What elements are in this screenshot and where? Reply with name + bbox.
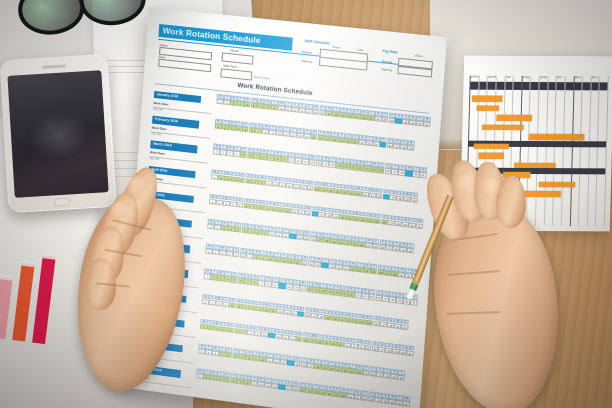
paper-ruled-line — [112, 160, 154, 161]
right-knuckle — [456, 174, 480, 194]
gantt-column-caption: Nov — [574, 74, 581, 80]
gantt-column-header: Oct — [558, 57, 564, 62]
gantt-task-bar — [477, 105, 500, 111]
gantt-column-header: Nov — [575, 57, 582, 62]
left-knuckle — [126, 176, 148, 194]
mini-chart-bar — [12, 262, 35, 342]
left-knuckle — [110, 202, 130, 218]
gantt-gridline — [526, 75, 532, 226]
day-cell-off[interactable]: 31 — [419, 172, 427, 179]
paper-ruled-line — [108, 72, 156, 73]
field-label-starting: Starting — [301, 58, 312, 64]
day-cell-off[interactable]: 31 — [415, 223, 423, 230]
gantt-gridline — [560, 76, 566, 227]
gantt-task-bar — [473, 143, 510, 149]
gantt-column-header: Jan — [506, 57, 513, 62]
mini-chart-bar — [32, 255, 56, 345]
gantt-column-caption: Sept — [539, 74, 547, 80]
mini-bar-chart — [0, 242, 74, 346]
field-label-normal: Normal — [381, 59, 393, 65]
gantt-column-caption: Dec — [591, 75, 598, 80]
day-cell-off[interactable]: 30 — [397, 374, 405, 381]
phone-screen-reflection — [27, 111, 91, 161]
document-sub-title: Work Rotation Schedule — [237, 82, 313, 98]
gantt-gridline — [586, 76, 592, 227]
paper-ruled-line — [108, 60, 164, 61]
day-cell-off[interactable]: 31 — [402, 401, 410, 408]
gantt-task-bar — [496, 114, 533, 121]
gantt-gridline — [595, 76, 601, 227]
gantt-task-bar — [482, 124, 524, 130]
mini-chart-bar — [0, 276, 13, 340]
paper-ruled-line — [112, 152, 146, 153]
row-label-day-offs: Day Offs — [151, 132, 162, 137]
paper-ruled-line — [112, 168, 142, 169]
field-input-shift-time[interactable] — [220, 68, 253, 81]
gantt-task-bar — [521, 190, 561, 197]
field-label-hours: Hours — [332, 44, 341, 50]
day-cell-off[interactable]: 29 — [407, 145, 415, 152]
gantt-gridline — [543, 76, 549, 227]
field-input-name[interactable] — [159, 46, 213, 61]
gantt-gridline — [552, 76, 558, 227]
day-cell-off[interactable]: 31 — [423, 121, 431, 128]
gantt-column-header: Sept — [541, 57, 549, 62]
gantt-column-caption: Aug — [522, 74, 529, 80]
eyeglasses-left-lens — [16, 0, 87, 38]
gantt-gridline — [534, 76, 540, 226]
right-knuckle — [482, 178, 504, 196]
gantt-gridline — [603, 76, 609, 227]
row-label-day-offs: Day Offs — [149, 157, 160, 162]
gantt-column-header: Week — [472, 57, 481, 62]
field-label-late: Late — [357, 47, 364, 53]
phone-speaker — [41, 64, 66, 69]
note-total-hours: Total of Hours — [253, 75, 270, 81]
held-document-wrapper: Work Rotation Schedule Shift Schedule Pa… — [120, 7, 458, 408]
phone-screen — [7, 70, 109, 198]
gantt-column-header: Aug — [523, 57, 530, 62]
day-cell-off[interactable]: 31 — [406, 350, 414, 357]
paper-ruled-line — [108, 66, 148, 67]
field-label-other: Other — [414, 53, 423, 59]
gantt-task-bar — [528, 133, 585, 140]
gantt-column-caption: Oct — [556, 74, 563, 80]
gantt-task-bar — [471, 95, 503, 102]
day-cell-off[interactable]: 30 — [406, 247, 415, 254]
gantt-column-header: Dec — [592, 57, 599, 62]
field-label-starting-pay: Starting — [381, 67, 393, 73]
gantt-column-caption: Jan — [505, 74, 511, 80]
day-cell-off[interactable]: 30 — [410, 196, 418, 203]
phone-home-button — [53, 197, 71, 207]
section-label-shift-schedule: Shift Schedule — [304, 38, 330, 46]
row-label-day-offs: Day Offs — [152, 107, 163, 112]
field-input-dept[interactable] — [158, 58, 212, 73]
gantt-task-bar — [538, 181, 575, 188]
section-label-pay-rate: Pay Rate — [382, 49, 399, 55]
field-input-month[interactable] — [221, 52, 254, 65]
gantt-gridline — [577, 76, 583, 227]
day-cell-off[interactable]: 30 — [401, 323, 409, 330]
gantt-column-header: Week — [489, 57, 498, 62]
smartphone — [0, 53, 117, 214]
gantt-gridline — [569, 76, 575, 227]
gantt-task-bar — [478, 152, 504, 159]
